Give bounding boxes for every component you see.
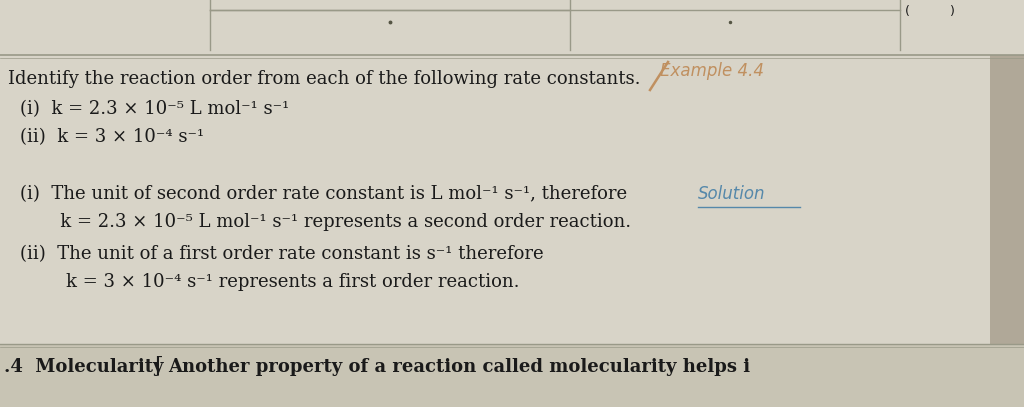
Text: ⌈: ⌈ xyxy=(154,355,163,377)
Text: Solution: Solution xyxy=(698,185,766,203)
Text: .4  Molecularity: .4 Molecularity xyxy=(4,358,164,376)
Text: k = 2.3 × 10⁻⁵ L mol⁻¹ s⁻¹ represents a second order reaction.: k = 2.3 × 10⁻⁵ L mol⁻¹ s⁻¹ represents a … xyxy=(20,213,631,231)
Text: (i)  The unit of second order rate constant is L mol⁻¹ s⁻¹, therefore: (i) The unit of second order rate consta… xyxy=(20,185,627,203)
Text: Identify the reaction order from each of the following rate constants.: Identify the reaction order from each of… xyxy=(8,70,640,88)
Text: (: ( xyxy=(905,5,910,18)
Text: (ii)  The unit of a first order rate constant is s⁻¹ therefore: (ii) The unit of a first order rate cons… xyxy=(20,245,544,263)
Bar xyxy=(0,0,1024,55)
Bar xyxy=(990,55,1024,345)
Text: k = 3 × 10⁻⁴ s⁻¹ represents a first order reaction.: k = 3 × 10⁻⁴ s⁻¹ represents a first orde… xyxy=(20,273,519,291)
Text: (i)  k = 2.3 × 10⁻⁵ L mol⁻¹ s⁻¹: (i) k = 2.3 × 10⁻⁵ L mol⁻¹ s⁻¹ xyxy=(20,100,289,118)
Text: (ii)  k = 3 × 10⁻⁴ s⁻¹: (ii) k = 3 × 10⁻⁴ s⁻¹ xyxy=(20,128,204,146)
Text: Example 4.4: Example 4.4 xyxy=(660,62,764,80)
Text: ): ) xyxy=(950,5,954,18)
Text: Another property of a reaction called molecularity helps i: Another property of a reaction called mo… xyxy=(168,358,751,376)
Bar xyxy=(0,55,990,345)
Bar xyxy=(0,345,1024,407)
